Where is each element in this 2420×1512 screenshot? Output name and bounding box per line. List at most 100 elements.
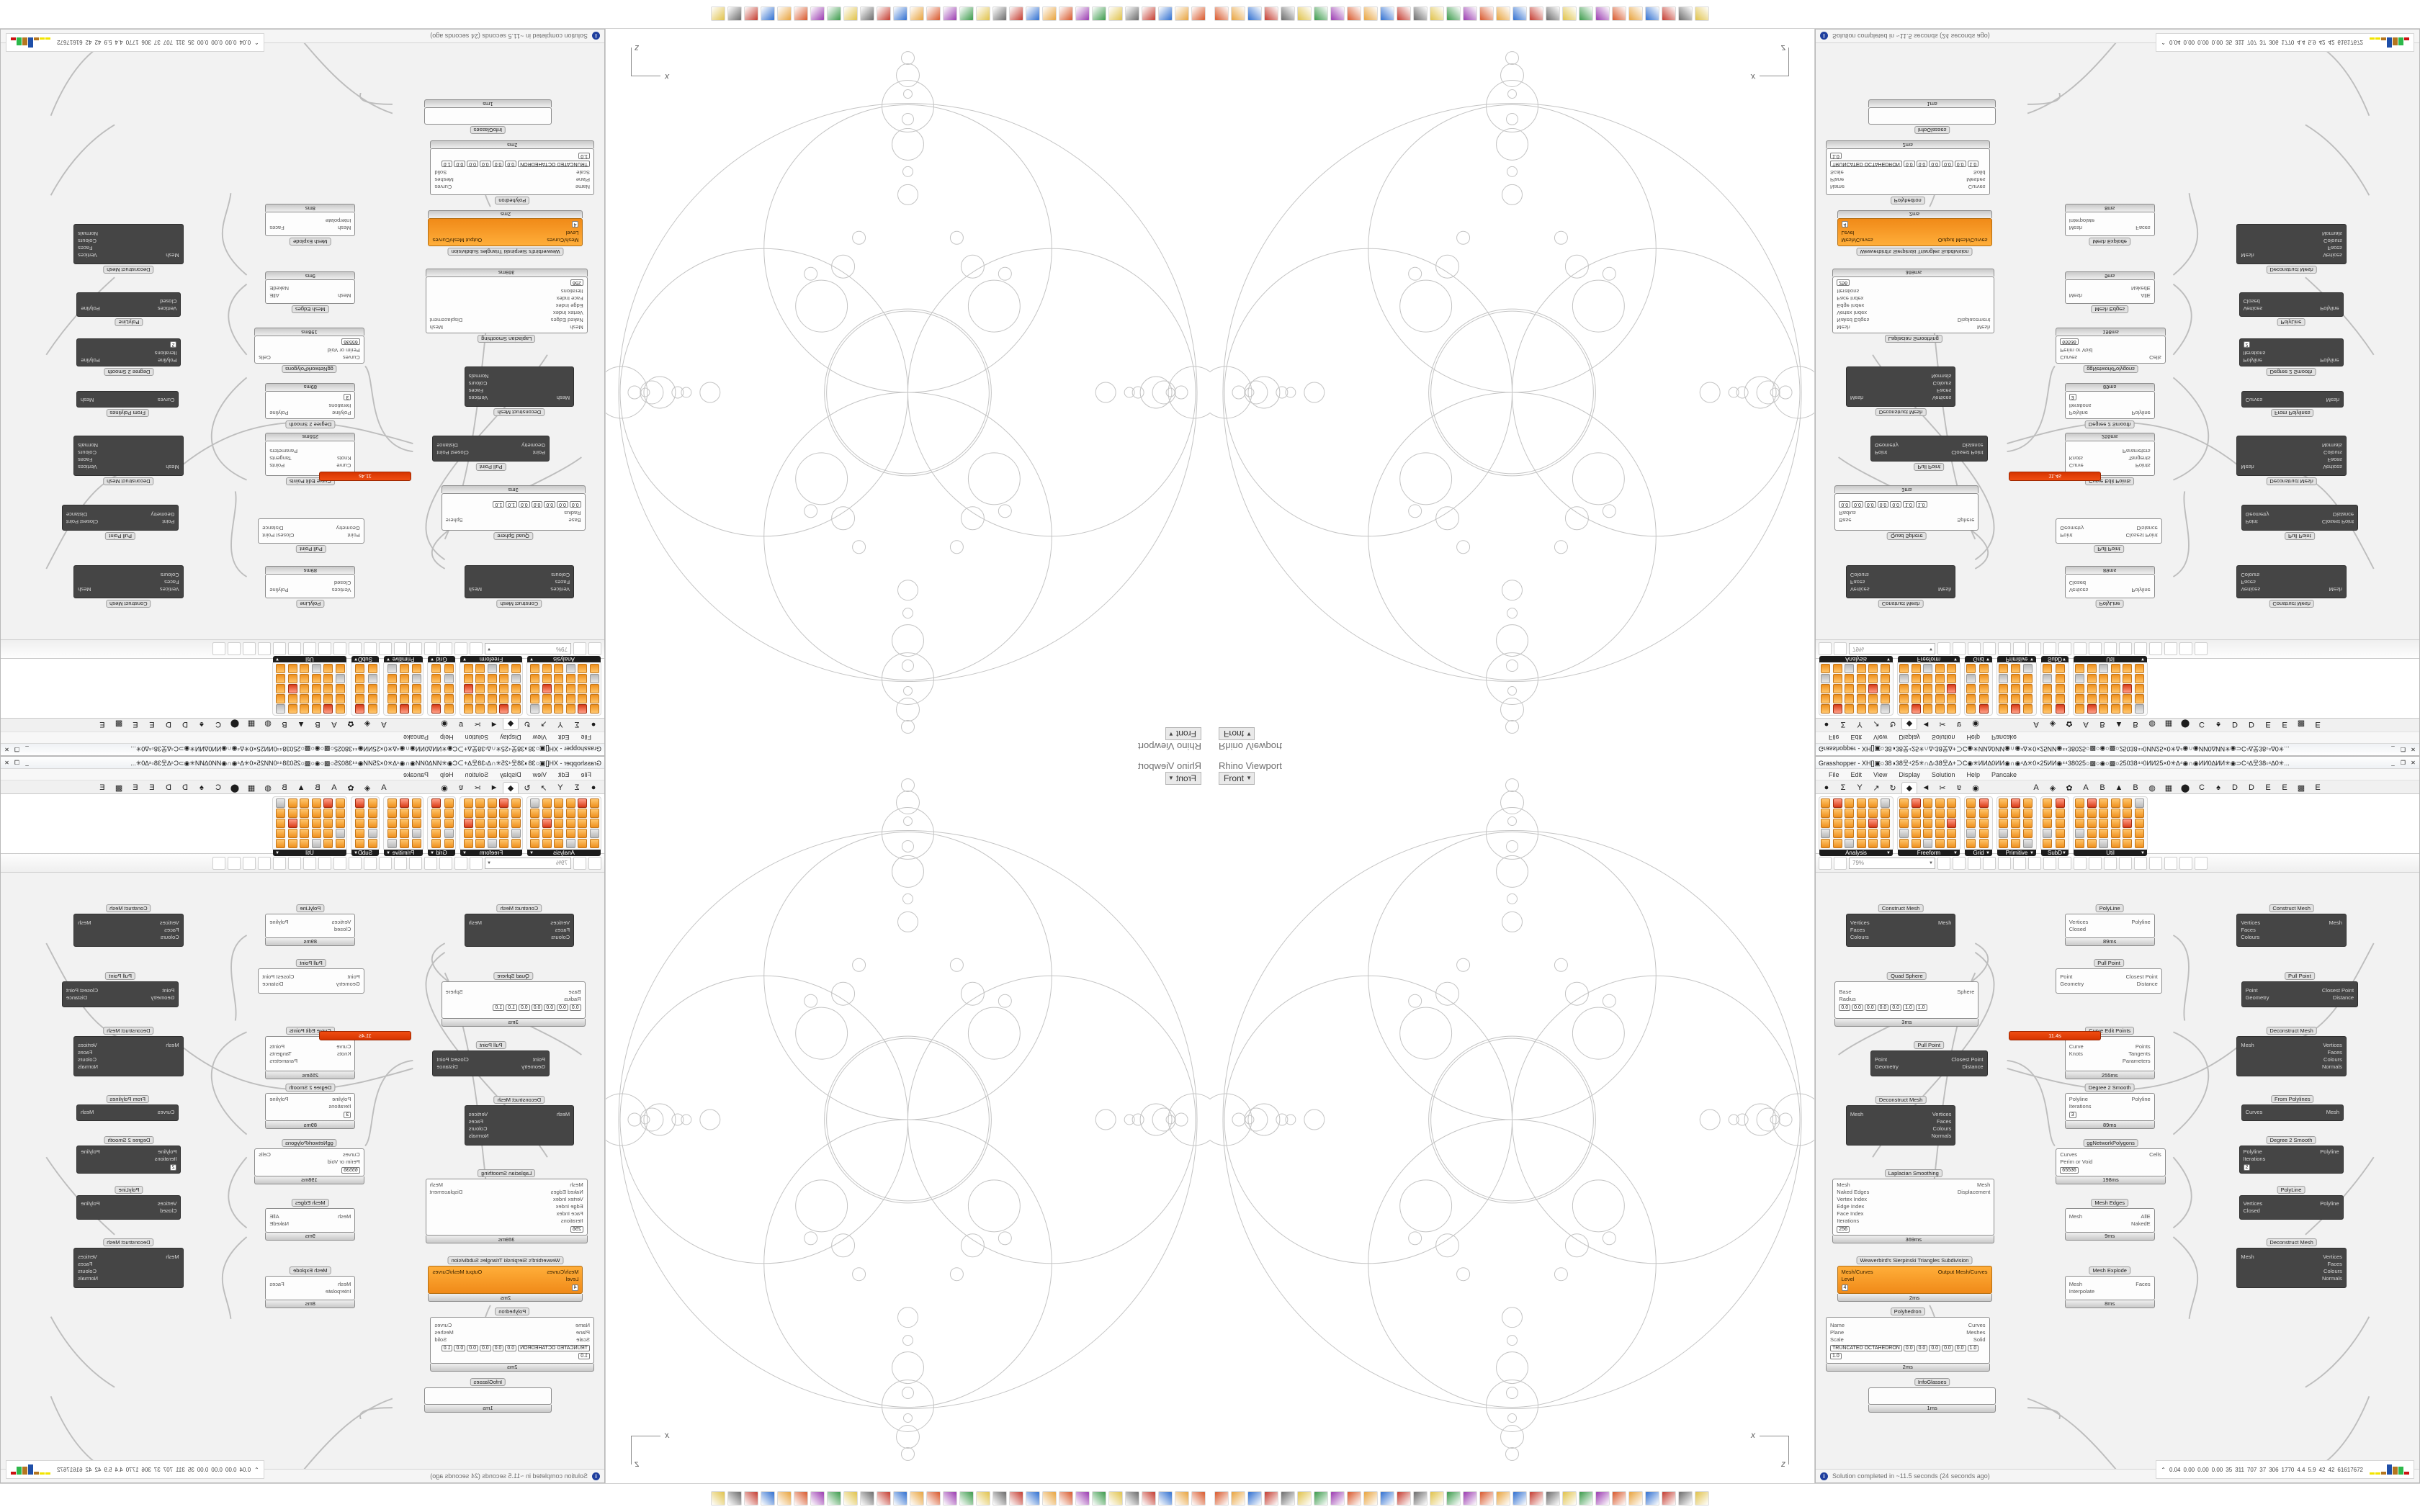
value-field[interactable]: 4 [571,220,579,228]
gh-component[interactable]: Deconstruct Mesh Mesh Vertices Faces Colours… [2236,224,2347,274]
component-icon[interactable] [323,829,333,838]
value-field[interactable]: 0.0 [557,1004,568,1012]
component-icon[interactable] [1947,684,1957,693]
output-param[interactable]: Colours [78,1268,97,1275]
component-icon[interactable] [288,704,297,714]
component-icon[interactable] [276,839,286,848]
input-param[interactable]: Level [1841,1276,1855,1283]
input-param[interactable]: Mesh [570,323,583,330]
value-field[interactable]: 0.0 [518,500,530,508]
component-icon[interactable] [1966,839,1976,848]
ribbon-tab-6[interactable]: ◄ [1922,720,1930,729]
close-button[interactable]: ✕ [4,759,9,766]
value-field[interactable]: 0.0 [467,161,478,168]
component-body[interactable]: Mesh Vertices Faces Colours Normals [2236,1248,2347,1288]
component-icon[interactable] [431,664,442,673]
component-body[interactable]: Base Sphere Radius 0.0 0.0 0.0 0.0 0.0 1.0 1.0 [441,493,586,531]
zoom-extents-icon[interactable] [1937,856,1950,870]
shade-preview-icon[interactable] [2119,856,2132,870]
value-field[interactable]: 65536 [341,1166,360,1174]
cluster-icon[interactable] [2058,856,2071,870]
component-body[interactable]: Curves Cells Perim or Void 65536 [2056,1148,2166,1176]
gh-component[interactable]: PolyLine Vertices Polyline Closed [76,292,182,326]
gh-component[interactable]: Deconstruct Mesh Mesh Vertices Faces Colours… [73,435,184,485]
component-icon[interactable] [412,674,421,683]
bake-icon[interactable] [379,856,392,870]
ribbon-tab-8[interactable]: ɐ [1956,783,1962,792]
component-icon[interactable] [499,829,509,838]
ribbon-tab-2[interactable]: Y [557,783,563,792]
component-icon[interactable] [463,829,473,838]
component-icon[interactable] [368,664,377,673]
value-field[interactable]: 1.0 [506,500,517,508]
output-param[interactable]: Curves [434,1321,452,1328]
taskbar-app-icon[interactable] [711,1490,725,1506]
taskbar-app-icon[interactable] [1042,1490,1057,1506]
output-param[interactable]: Curves [1968,1321,1986,1328]
output-param[interactable]: NakedE [269,1220,289,1227]
taskbar-app-icon[interactable] [711,6,725,22]
gh-component[interactable]: Polyhedron Name Curves Plane Meshes Scale Soli… [1826,1308,1990,1372]
zoom-level-input[interactable]: 79% ▼ [1849,857,1935,869]
taskbar-app-icon[interactable] [1595,1490,1610,1506]
output-param[interactable]: Points [2135,1043,2151,1050]
component-icon[interactable] [444,839,454,848]
grasshopper-canvas[interactable]: Construct Mesh Vertices Mesh Faces Colours Qu… [1816,873,2419,1469]
taskbar-app-icon[interactable] [794,1490,808,1506]
gradient-icon[interactable] [333,642,346,656]
component-icon[interactable] [288,798,297,808]
component-icon[interactable] [2055,664,2065,673]
ribbon-tab-7[interactable]: ✂ [474,783,481,793]
component-body[interactable]: Point Closest Point Geometry Distance [2241,505,2359,531]
bake-icon[interactable] [379,642,392,656]
taskbar-app-icon[interactable] [1009,6,1023,22]
teal-icon[interactable] [258,856,271,870]
zoom-level-input[interactable]: 79% ▼ [485,643,571,655]
component-icon[interactable] [1856,839,1866,848]
gh-component[interactable]: Construct Mesh Vertices Mesh Faces Colours [1845,904,1956,948]
component-icon[interactable] [2011,674,2020,683]
component-icon[interactable] [2110,819,2120,828]
component-icon[interactable] [1845,809,1854,818]
taskbar[interactable] [0,1483,1210,1512]
component-icon[interactable] [1978,694,1989,703]
component-icon[interactable] [2134,684,2144,693]
component-icon[interactable] [400,809,409,818]
output-param[interactable]: Distance [436,1063,458,1070]
ribbon-tab-right-3[interactable]: A [2083,783,2089,792]
input-param[interactable]: Mesh [2069,1280,2083,1287]
output-param[interactable]: Colours [468,1125,488,1133]
component-body[interactable]: Base Sphere Radius 0.0 0.0 0.0 0.0 0.0 1.0 1.0 [441,981,586,1019]
taskbar-app-icon[interactable] [1042,6,1057,22]
component-body[interactable]: Name Curves Plane Meshes Scale Solid TRUNCATED… [1826,1317,1990,1364]
viewport-view-selector[interactable]: Front ▼ [1219,772,1255,785]
component-icon[interactable] [323,819,333,828]
component-body[interactable] [1868,107,1996,125]
component-icon[interactable] [2110,684,2120,693]
value-field[interactable]: 0.0 [1877,1004,1889,1012]
panel-tab-grid[interactable]: Grid ▼ [1965,656,1992,662]
component-icon[interactable] [2043,829,2052,838]
component-icon[interactable] [1911,694,1921,703]
output-param[interactable]: Faces [2136,1280,2151,1287]
component-icon[interactable] [336,704,345,714]
component-icon[interactable] [511,674,521,683]
taskbar-app-icon[interactable] [1142,1490,1156,1506]
component-icon[interactable] [542,664,552,673]
mesh-preview-icon[interactable] [303,856,316,870]
output-param[interactable]: Mesh [1976,1182,1991,1189]
input-param[interactable]: Geometry [2245,994,2269,1001]
ribbon-tab-right-5[interactable]: ▲ [2115,783,2123,792]
window-title-bar[interactable]: Grasshopper - XH[]▣○38◑38웃⁴25✳∩∆▫38웃∆+⊃C… [1816,743,2419,755]
component-icon[interactable] [554,674,564,683]
component-body[interactable]: Vertices Polyline Closed [265,574,356,599]
ribbon-tab-4[interactable]: ↻ [524,783,531,793]
component-icon[interactable] [1832,694,1842,703]
component-icon[interactable] [2011,664,2020,673]
component-icon[interactable] [1821,674,1830,683]
input-param[interactable]: Scale [576,1336,590,1343]
ribbon-tab-right-0[interactable]: A [2033,783,2039,792]
component-icon[interactable] [2099,664,2108,673]
component-body[interactable]: Curve Points Knots Tangents Parameters [265,440,356,476]
input-param[interactable]: Vertices [159,586,179,593]
